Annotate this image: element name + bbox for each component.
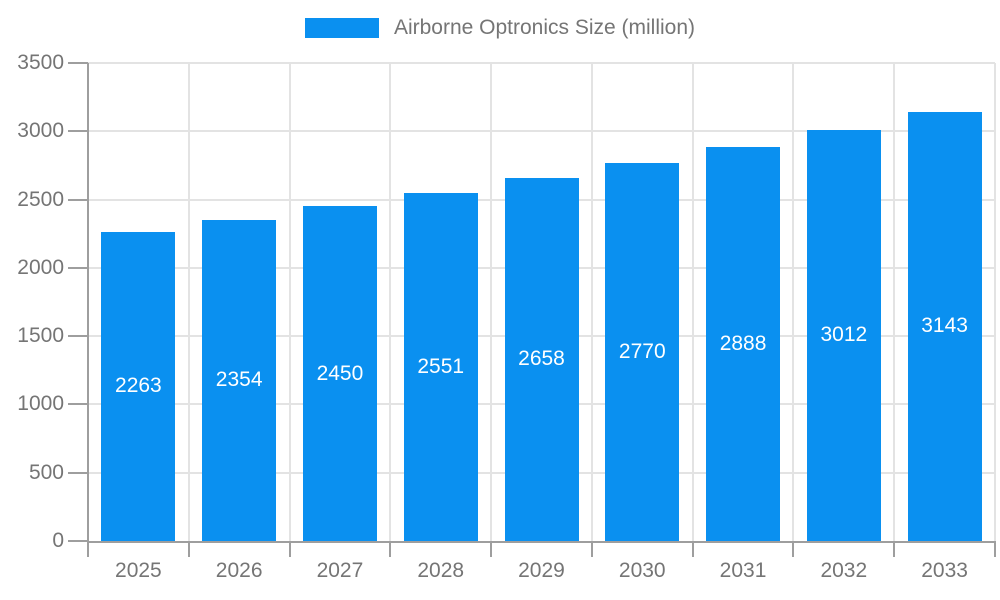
x-gridline-9 [994,63,996,541]
bar-value-label-2026: 2354 [215,368,263,392]
y-tick-0 [68,540,88,542]
y-tick-2000 [68,266,88,269]
y-tick-3000 [68,130,88,133]
x-tick-8 [893,541,896,557]
x-tick-2 [288,541,291,557]
y-tick-500 [68,471,88,474]
legend-label: Airborne Optronics Size (million) [393,16,696,39]
y-axis-label-2000: 2000 [17,255,64,279]
y-axis-label-3500: 3500 [17,51,64,74]
bar-2030 [605,162,680,541]
bar-value-label-2033: 3143 [921,314,968,338]
x-tick-3 [389,541,392,557]
bar-2027 [302,206,377,541]
x-gridline-4 [490,63,493,541]
bar-value-label-2032: 3012 [820,323,868,347]
legend-item-airborne-optronics[interactable]: Airborne Optronics Size (million) [304,16,696,40]
bar-value-label-2029: 2658 [518,347,565,371]
legend-color-swatch [304,18,379,38]
bar-2025 [101,231,176,541]
x-axis-label-2026: 2026 [215,559,263,582]
bar-2026 [202,219,277,541]
y-axis-label-3000: 3000 [17,119,64,143]
y-tick-1000 [68,403,88,406]
y-axis-line [87,63,89,541]
x-gridline-2 [288,63,291,541]
bar-2028 [403,192,478,541]
y-axis-label-500: 500 [28,460,64,484]
x-gridline-6 [691,63,694,541]
bar-2033 [907,111,982,541]
x-tick-1 [187,541,190,557]
y-tick-1500 [68,335,88,338]
x-gridline-8 [893,63,896,541]
x-tick-0 [87,541,89,557]
bar-value-label-2030: 2770 [618,339,666,363]
x-axis-label-2025: 2025 [115,559,162,582]
x-tick-6 [691,541,694,557]
bar-value-label-2031: 2888 [719,331,767,355]
x-axis-label-2033: 2033 [921,559,968,582]
x-axis-label-2028: 2028 [417,559,465,582]
x-axis-label-2030: 2030 [618,559,666,582]
y-axis-label-2500: 2500 [17,187,64,211]
y-gridline-3000 [88,130,995,133]
x-axis-label-2032: 2032 [820,559,868,582]
y-gridline-3500 [88,62,995,64]
x-axis-label-2027: 2027 [316,559,364,582]
x-tick-5 [590,541,593,557]
bar-value-label-2025: 2263 [115,374,162,398]
x-axis-line [88,541,995,543]
x-axis-label-2031: 2031 [719,559,767,582]
y-axis-label-1000: 1000 [17,392,64,416]
x-tick-9 [994,541,996,557]
chart-legend: Airborne Optronics Size (million) [0,16,1000,40]
x-tick-4 [490,541,493,557]
y-axis-label-1500: 1500 [17,324,64,348]
x-gridline-3 [389,63,392,541]
x-tick-7 [792,541,795,557]
bar-2029 [504,177,579,541]
x-gridline-7 [792,63,795,541]
y-tick-3500 [68,62,88,64]
y-tick-2500 [68,198,88,201]
bar-2031 [706,146,781,541]
bar-value-label-2028: 2551 [417,354,465,378]
x-axis-label-2029: 2029 [518,559,565,582]
x-gridline-5 [590,63,593,541]
bar-2032 [806,129,881,541]
x-gridline-1 [187,63,190,541]
bar-value-label-2027: 2450 [316,361,364,385]
y-axis-label-0: 0 [52,529,64,552]
